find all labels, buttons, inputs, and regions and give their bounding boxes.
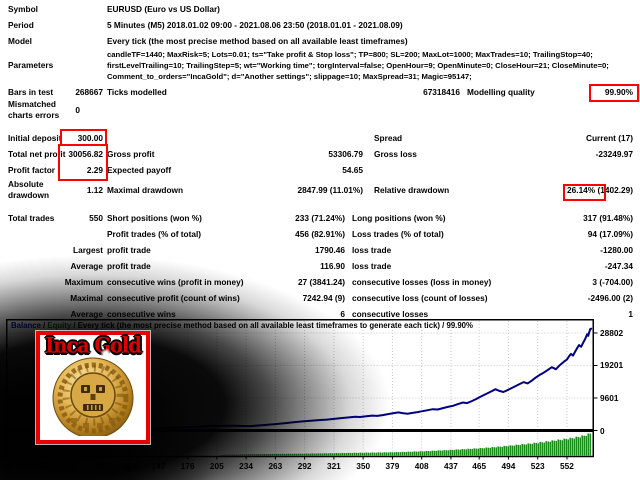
report-cell: 116.90	[320, 261, 345, 271]
report-cell: 2.29	[86, 165, 103, 175]
legend-equity: Equity	[47, 321, 72, 330]
report-cell: 53306.79	[328, 149, 363, 159]
x-axis-label: 205	[209, 461, 224, 471]
report-cell: candleTF=1440; MaxRisk=5; Lots=0.01; ts=…	[107, 50, 593, 59]
report-row: Average consecutive wins 6 consecutive loss…	[0, 309, 640, 321]
legend-description: / Every tick (the most precise method ba…	[71, 321, 473, 330]
report-cell: Average	[70, 309, 103, 319]
report-cell: Maximal	[70, 293, 103, 303]
report-cell: 54.65	[342, 165, 363, 175]
report-cell: Symbol	[8, 4, 38, 14]
report-cell: 30056.82	[68, 149, 103, 159]
x-axis-label: 552	[560, 461, 574, 471]
report-row: 0	[0, 105, 640, 117]
x-axis-label: 176	[180, 461, 195, 471]
report-row: Bars in test 268667 Ticks modelled 67318416…	[0, 87, 640, 99]
report-cell: 3 (-704.00)	[592, 277, 633, 287]
x-axis-label: 61	[66, 461, 77, 471]
report-cell: -247.34	[604, 261, 633, 271]
report-cell: 94 (17.09%)	[587, 229, 633, 239]
x-axis-label: 350	[356, 461, 371, 471]
x-axis-label: 90	[96, 461, 106, 471]
chart-legend: Balance / Equity / Every tick (the most …	[11, 321, 473, 330]
x-axis-label: 263	[268, 461, 283, 471]
inca-coin-icon	[52, 357, 134, 436]
report-cell: -2496.00 (2)	[587, 293, 633, 303]
report-row: Model Every tick (the most precise method…	[0, 36, 640, 48]
report-row: Profit factor 2.29 Expected payoff 54.65	[0, 165, 640, 177]
report-row: Symbol EURUSD (Euro vs US Dollar)	[0, 4, 640, 16]
report-cell: Maximum	[64, 277, 103, 287]
report-row: 1.12 Maximal drawdown 2847.99 (11.01%) Rela…	[0, 185, 640, 197]
x-axis-label: 437	[444, 461, 458, 471]
inca-gold-logo: Inca Gold	[36, 331, 150, 444]
report-cell: 67318416	[423, 87, 460, 97]
logo-title: Inca Gold	[45, 333, 142, 359]
report-cell: 550	[89, 213, 103, 223]
y-axis-label: 19201	[600, 360, 624, 371]
report-row: Profit trades (% of total) 456 (82.91%) Lo…	[0, 229, 640, 241]
x-axis-label: 494	[501, 461, 516, 471]
report-cell: -23249.97	[595, 149, 633, 159]
report-row: Maximum consecutive wins (profit in money…	[0, 277, 640, 289]
report-cell: Model	[8, 36, 32, 46]
x-axis-label: 292	[297, 461, 312, 471]
size-panel-label: Size	[13, 436, 30, 446]
report-cell: 5 Minutes (M5) 2018.01.02 09:00 - 2021.0…	[107, 20, 403, 30]
x-axis-label: 465	[472, 461, 487, 471]
report-cell: Current (17)	[585, 133, 633, 143]
report-cell: 268667	[75, 87, 103, 97]
report-cell: 27 (3841.24)	[297, 277, 345, 287]
report-cell: Largest	[73, 245, 103, 255]
report-cell: 26.14% (1402.29)	[567, 185, 633, 195]
x-axis-label: 379	[385, 461, 400, 471]
report-cell: Parameters	[8, 60, 54, 70]
x-axis-label: 408	[414, 461, 429, 471]
report-cell: 300.00	[77, 133, 103, 143]
y-axis-label: 28802	[600, 327, 624, 338]
report-cell: 6	[340, 309, 345, 319]
report-row: Maximal consecutive profit (count of wins…	[0, 293, 640, 305]
report-row: Total trades 550 Short positions (won %) 23…	[0, 213, 640, 225]
y-axis-label: 9601	[600, 392, 619, 403]
report-cell: 0	[75, 105, 80, 115]
report-cell: firstLevelTrailing=10; TrailingStep=5; w…	[107, 61, 609, 70]
x-axis-label: 147	[151, 461, 166, 471]
report-row: Largest profit trade 1790.46 loss trade -128…	[0, 245, 640, 257]
report-row: Average profit trade 116.90 loss trade -247.…	[0, 261, 640, 273]
x-axis-label: 32	[37, 461, 47, 471]
report-row: Period 5 Minutes (M5) 2018.01.02 09:00 - …	[0, 20, 640, 32]
report-cell: 456 (82.91%)	[295, 229, 345, 239]
x-axis-label: 234	[239, 461, 254, 471]
x-axis-label: 119	[123, 461, 137, 471]
report-cell: Every tick (the most precise method base…	[107, 36, 408, 46]
report-cell: 233 (71.24%)	[295, 213, 345, 223]
legend-balance: Balance	[11, 321, 41, 330]
report-cell: Average	[70, 261, 103, 271]
x-axis-label: 0	[7, 461, 13, 471]
report-cell: -1280.00	[600, 245, 633, 255]
report-cell: 1790.46	[315, 245, 345, 255]
report-row: Total net profit 30056.82 Gross profit 5330…	[0, 149, 640, 161]
report-cell: 1.12	[86, 185, 103, 195]
report-cell: Comment_to_orders="IncaGold"; d="Another…	[107, 72, 472, 81]
report-cell: 99.90%	[604, 87, 633, 97]
y-axis-label: 0	[600, 425, 605, 436]
report-cell: 317 (91.48%)	[583, 213, 633, 223]
sparkle-icon	[100, 348, 112, 360]
report-row: Initial deposit 300.00 Spread Current (17)	[0, 133, 640, 145]
report-cell: 7242.94 (9)	[302, 293, 345, 303]
report-cell: EURUSD (Euro vs US Dollar)	[107, 4, 220, 14]
report-cell: 2847.99 (11.01%)	[297, 185, 363, 195]
x-axis-label: 523	[530, 461, 545, 471]
x-axis-label: 321	[326, 461, 341, 471]
report-cell: Period	[8, 20, 34, 30]
report-cell: 1	[628, 309, 633, 319]
